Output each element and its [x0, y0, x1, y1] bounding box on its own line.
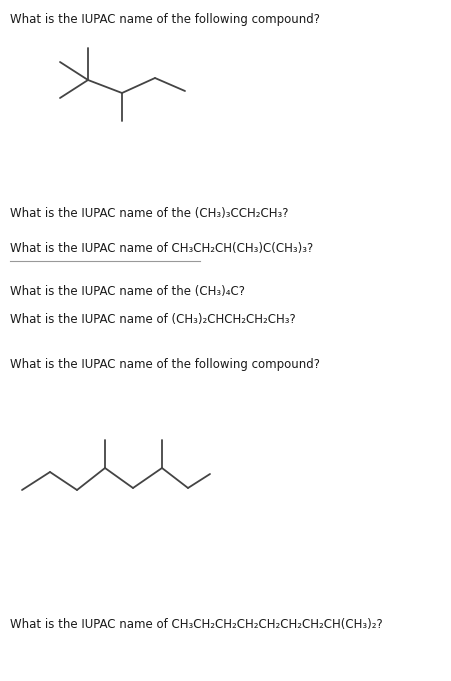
Text: What is the IUPAC name of CH₃CH₂CH₂CH₂CH₂CH₂CH₂CH(CH₃)₂?: What is the IUPAC name of CH₃CH₂CH₂CH₂CH… [10, 618, 382, 631]
Text: What is the IUPAC name of the (CH₃)₃CCH₂CH₃?: What is the IUPAC name of the (CH₃)₃CCH₂… [10, 207, 288, 220]
Text: What is the IUPAC name of (CH₃)₂CHCH₂CH₂CH₃?: What is the IUPAC name of (CH₃)₂CHCH₂CH₂… [10, 313, 295, 326]
Text: What is the IUPAC name of the following compound?: What is the IUPAC name of the following … [10, 13, 319, 26]
Text: What is the IUPAC name of the following compound?: What is the IUPAC name of the following … [10, 358, 319, 371]
Text: What is the IUPAC name of the (CH₃)₄C?: What is the IUPAC name of the (CH₃)₄C? [10, 285, 244, 298]
Text: What is the IUPAC name of CH₃CH₂CH(CH₃)C(CH₃)₃?: What is the IUPAC name of CH₃CH₂CH(CH₃)C… [10, 242, 313, 255]
